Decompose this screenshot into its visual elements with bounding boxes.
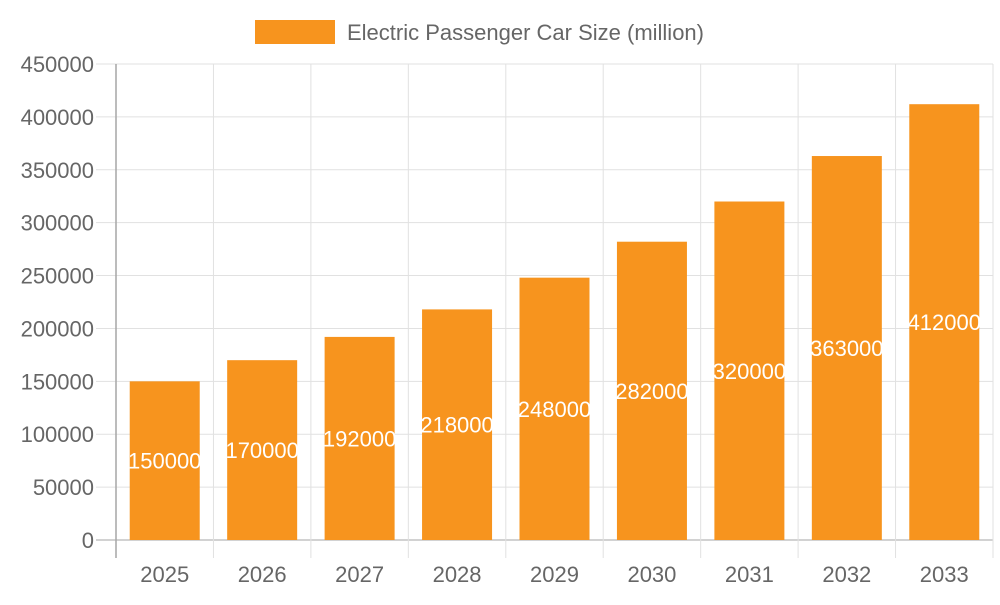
bar-2029 [519,277,590,540]
y-tick-label: 400000 [21,105,94,130]
bars [129,104,980,540]
y-axis: 0 50000 100000 150000 200000 250000 300000 3500… [21,52,94,553]
bar-2028 [422,309,493,540]
y-tick-label: 350000 [21,158,94,183]
bar-2027 [324,336,395,540]
data-label-2029: 248000 [518,397,591,422]
x-tick-label: 2031 [725,562,774,587]
legend-swatch [255,20,335,44]
x-tick-label: 2033 [920,562,969,587]
y-tick-label: 200000 [21,316,94,341]
bar-2031 [714,201,785,540]
bar-2025 [129,381,200,540]
bar-2030 [616,241,687,540]
x-tick-label: 2027 [335,562,384,587]
data-label-2026: 170000 [225,438,298,463]
legend-label: Electric Passenger Car Size (million) [347,20,704,45]
data-label-2028: 218000 [420,413,493,438]
bar-2032 [811,156,882,540]
y-tick-label: 100000 [21,422,94,447]
x-tick-label: 2028 [433,562,482,587]
y-tick-label: 300000 [21,211,94,236]
x-tick-label: 2032 [822,562,871,587]
bar-2026 [227,360,298,540]
y-tick-label: 250000 [21,264,94,289]
data-label-2033: 412000 [908,310,981,335]
legend[interactable]: Electric Passenger Car Size (million) [255,20,704,45]
data-label-2031: 320000 [713,359,786,384]
x-tick-label: 2025 [140,562,189,587]
bar-2033 [909,104,980,540]
x-tick-label: 2026 [238,562,287,587]
data-labels: 150000 170000 192000 218000 248000 282000 3200… [128,310,981,474]
x-tick-label: 2030 [627,562,676,587]
y-tick-label: 150000 [21,369,94,394]
y-tick-label: 50000 [33,475,94,500]
x-tick-label: 2029 [530,562,579,587]
y-tick-label: 0 [82,528,94,553]
data-label-2025: 150000 [128,449,201,474]
y-tick-label: 450000 [21,52,94,77]
data-label-2032: 363000 [810,336,883,361]
data-label-2030: 282000 [615,379,688,404]
data-label-2027: 192000 [323,426,396,451]
x-axis: 2025 2026 2027 2028 2029 2030 2031 2032 2033 [140,562,969,587]
